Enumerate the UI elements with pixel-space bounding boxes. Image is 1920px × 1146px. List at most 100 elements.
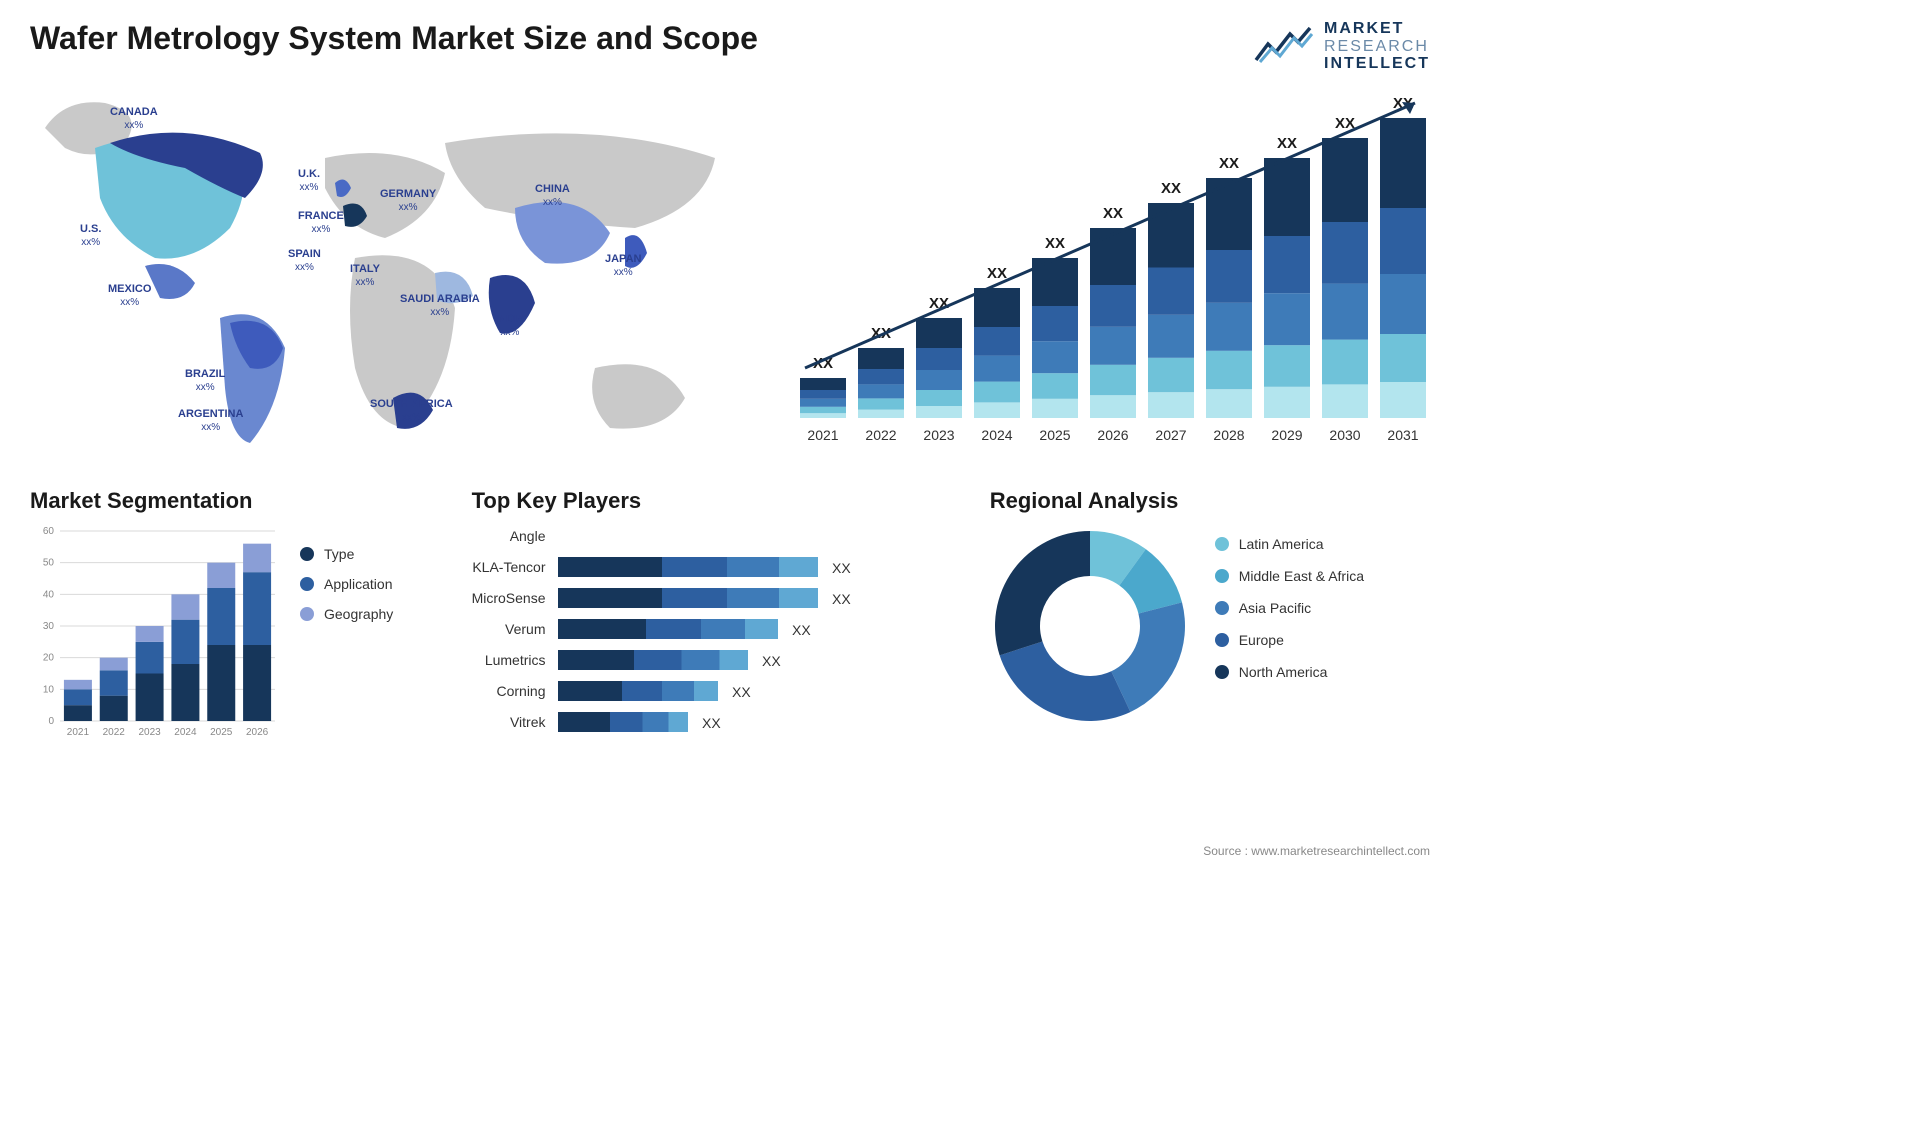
segmentation-section: Market Segmentation 01020304050602021202… <box>30 488 442 751</box>
region-legend-asia-pacific: Asia Pacific <box>1215 600 1364 616</box>
svg-text:XX: XX <box>1277 135 1297 152</box>
svg-text:2023: 2023 <box>138 727 161 738</box>
svg-text:2027: 2027 <box>1155 427 1186 443</box>
segmentation-legend: Type Application Geography <box>300 526 393 746</box>
svg-text:2023: 2023 <box>923 427 954 443</box>
svg-text:XX: XX <box>987 265 1007 282</box>
svg-text:2025: 2025 <box>1039 427 1070 443</box>
svg-text:2029: 2029 <box>1271 427 1302 443</box>
svg-text:2022: 2022 <box>103 727 126 738</box>
map-label-south-africa: SOUTH AFRICAxx% <box>370 398 453 424</box>
svg-text:30: 30 <box>43 621 55 632</box>
logo-line3: INTELLECT <box>1324 55 1430 73</box>
map-label-u.s.: U.S.xx% <box>80 223 101 249</box>
map-label-india: INDIAxx% <box>495 313 525 339</box>
legend-label: North America <box>1239 664 1328 680</box>
svg-text:2031: 2031 <box>1387 427 1418 443</box>
map-label-brazil: BRAZILxx% <box>185 368 225 394</box>
legend-dot <box>300 547 314 561</box>
map-label-mexico: MEXICOxx% <box>108 283 151 309</box>
svg-text:XX: XX <box>732 684 751 700</box>
regional-donut-chart <box>990 526 1190 726</box>
growth-chart-section: XX2021XX2022XX2023XX2024XX2025XX2026XX20… <box>780 88 1430 463</box>
svg-text:2021: 2021 <box>807 427 838 443</box>
map-label-france: FRANCExx% <box>298 210 344 236</box>
map-label-argentina: ARGENTINAxx% <box>178 408 243 434</box>
key-players-section: Top Key Players AngleKLA-TencorMicroSens… <box>472 488 960 751</box>
legend-label: Middle East & Africa <box>1239 568 1364 584</box>
svg-text:2024: 2024 <box>981 427 1012 443</box>
svg-text:XX: XX <box>1219 155 1239 172</box>
svg-text:2026: 2026 <box>1097 427 1128 443</box>
legend-dot <box>1215 601 1229 615</box>
legend-dot <box>1215 537 1229 551</box>
svg-text:2028: 2028 <box>1213 427 1244 443</box>
svg-text:XX: XX <box>792 622 811 638</box>
region-legend-north-america: North America <box>1215 664 1364 680</box>
logo-line2: RESEARCH <box>1324 38 1430 56</box>
key-players-bar-chart: XX XX XX XX XX XX <box>558 526 868 746</box>
legend-label: Asia Pacific <box>1239 600 1311 616</box>
region-legend-europe: Europe <box>1215 632 1364 648</box>
svg-text:XX: XX <box>762 653 781 669</box>
regional-section: Regional Analysis Latin America Middle Ea… <box>990 488 1430 751</box>
source-attribution: Source : www.marketresearchintellect.com <box>1203 844 1430 858</box>
growth-bar-chart: XX2021XX2022XX2023XX2024XX2025XX2026XX20… <box>780 88 1430 458</box>
svg-text:XX: XX <box>832 591 851 607</box>
player-label-corning: Corning <box>496 681 545 701</box>
svg-text:XX: XX <box>1103 205 1123 222</box>
legend-label: Latin America <box>1239 536 1324 552</box>
legend-dot <box>1215 633 1229 647</box>
player-label-klatencor: KLA-Tencor <box>472 557 545 577</box>
svg-text:2030: 2030 <box>1329 427 1360 443</box>
map-label-japan: JAPANxx% <box>605 253 641 279</box>
legend-label: Geography <box>324 606 393 622</box>
brand-logo: MARKET RESEARCH INTELLECT <box>1254 20 1430 73</box>
map-label-canada: CANADAxx% <box>110 106 158 132</box>
segmentation-title: Market Segmentation <box>30 488 442 514</box>
svg-text:0: 0 <box>48 716 54 727</box>
legend-label: Application <box>324 576 393 592</box>
legend-dot <box>1215 665 1229 679</box>
svg-text:XX: XX <box>832 560 851 576</box>
player-label-microsense: MicroSense <box>472 588 546 608</box>
key-players-title: Top Key Players <box>472 488 960 514</box>
map-label-u.k.: U.K.xx% <box>298 168 320 194</box>
svg-text:XX: XX <box>1161 180 1181 197</box>
legend-item-type: Type <box>300 546 393 562</box>
legend-dot <box>300 577 314 591</box>
svg-text:20: 20 <box>43 652 55 663</box>
map-label-spain: SPAINxx% <box>288 248 321 274</box>
player-label-verum: Verum <box>505 619 545 639</box>
map-label-saudi-arabia: SAUDI ARABIAxx% <box>400 293 480 319</box>
svg-text:50: 50 <box>43 557 55 568</box>
legend-dot <box>300 607 314 621</box>
svg-text:2025: 2025 <box>210 727 233 738</box>
legend-item-application: Application <box>300 576 393 592</box>
player-label-lumetrics: Lumetrics <box>485 650 546 670</box>
legend-label: Type <box>324 546 354 562</box>
svg-text:XX: XX <box>702 715 721 731</box>
region-legend-middle-east---africa: Middle East & Africa <box>1215 568 1364 584</box>
key-players-labels: AngleKLA-TencorMicroSenseVerumLumetricsC… <box>472 526 558 751</box>
legend-dot <box>1215 569 1229 583</box>
svg-text:2022: 2022 <box>865 427 896 443</box>
legend-label: Europe <box>1239 632 1284 648</box>
svg-text:2024: 2024 <box>174 727 197 738</box>
region-legend-latin-america: Latin America <box>1215 536 1364 552</box>
logo-line1: MARKET <box>1324 20 1430 38</box>
map-label-china: CHINAxx% <box>535 183 570 209</box>
svg-text:XX: XX <box>1045 235 1065 252</box>
segmentation-bar-chart: 0102030405060202120222023202420252026 <box>30 526 280 746</box>
world-map-section: CANADAxx% U.S.xx% MEXICOxx% BRAZILxx% ARGENT… <box>30 88 740 463</box>
regional-title: Regional Analysis <box>990 488 1430 514</box>
player-label-vitrek: Vitrek <box>510 712 546 732</box>
svg-text:2026: 2026 <box>246 727 269 738</box>
svg-text:2021: 2021 <box>67 727 90 738</box>
svg-text:10: 10 <box>43 684 55 695</box>
map-label-germany: GERMANYxx% <box>380 188 436 214</box>
logo-icon <box>1254 24 1314 69</box>
svg-text:40: 40 <box>43 589 55 600</box>
regional-legend: Latin America Middle East & Africa Asia Pa… <box>1215 526 1364 726</box>
page-title: Wafer Metrology System Market Size and S… <box>30 20 758 57</box>
